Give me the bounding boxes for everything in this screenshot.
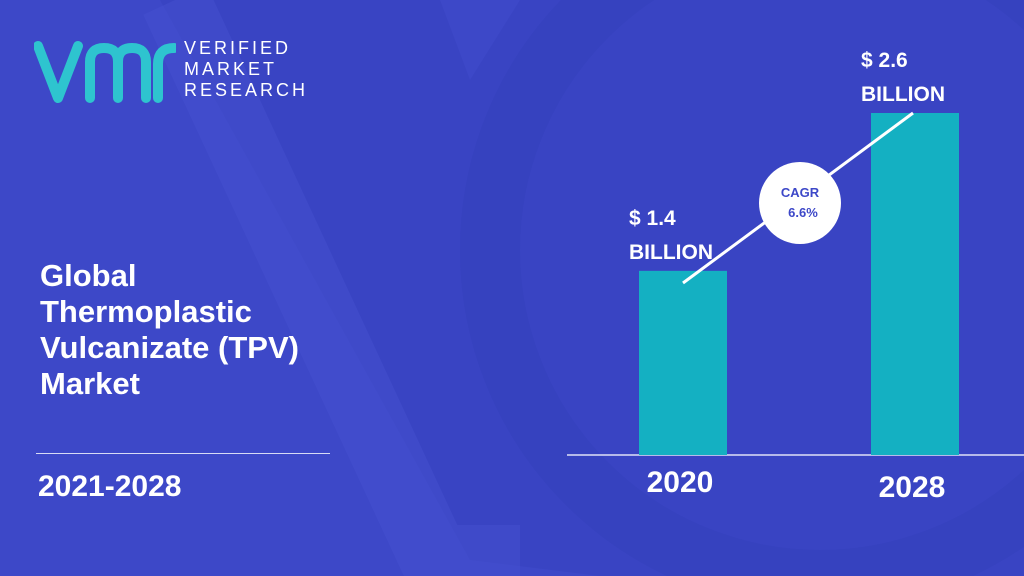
title-line: Thermoplastic xyxy=(40,294,252,329)
cagr-value: 6.6% xyxy=(788,205,818,220)
background-v-shape xyxy=(160,0,1024,576)
value-label-2028: $ 2.6 xyxy=(861,49,908,72)
forecast-period: 2021-2028 xyxy=(38,470,182,503)
vmr-logo-icon xyxy=(34,41,176,103)
title-line: Market xyxy=(40,366,140,401)
background-v-stroke xyxy=(143,0,520,576)
bars-layer: $ 1.4 BILLION 2020 $ 2.6 BILLION 2028 xyxy=(629,49,959,504)
page-title: Global Thermoplastic Vulcanizate (TPV) M… xyxy=(40,258,360,402)
title-divider xyxy=(36,453,330,454)
bar-2020 xyxy=(639,270,727,455)
cagr-label: CAGR xyxy=(781,185,820,200)
title-line: Global xyxy=(40,258,137,293)
cagr-badge xyxy=(759,162,841,244)
background-arc xyxy=(460,0,1024,576)
brand-line-2: MARKET xyxy=(184,59,278,79)
brand-line-3: RESEARCH xyxy=(184,80,309,100)
brand-name: VERIFIED MARKET RESEARCH xyxy=(184,38,384,101)
value-label-2020: $ 1.4 xyxy=(629,207,676,230)
bar-2028 xyxy=(871,113,959,455)
title-line: Vulcanizate (TPV) xyxy=(40,330,299,365)
value-label-2020: BILLION xyxy=(629,241,713,264)
x-tick-label-2028: 2028 xyxy=(879,471,946,504)
x-tick-label-2020: 2020 xyxy=(647,466,714,499)
brand-line-1: VERIFIED xyxy=(184,38,292,58)
value-label-2028: BILLION xyxy=(861,83,945,106)
